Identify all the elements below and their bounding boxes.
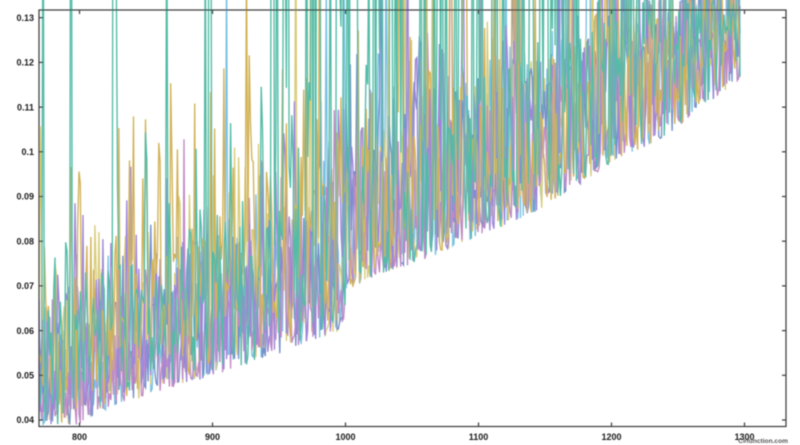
svg-text:1000: 1000 [335, 432, 355, 442]
svg-text:0.11: 0.11 [17, 102, 34, 112]
svg-text:0.05: 0.05 [16, 371, 34, 381]
svg-text:0.07: 0.07 [16, 281, 34, 291]
svg-text:0.06: 0.06 [16, 326, 34, 336]
svg-text:800: 800 [72, 432, 87, 442]
svg-text:900: 900 [205, 432, 220, 442]
svg-text:0.09: 0.09 [16, 192, 34, 202]
svg-text:0.08: 0.08 [16, 236, 34, 246]
svg-text:C#function.com: C#function.com [738, 438, 788, 445]
svg-text:0.1: 0.1 [21, 147, 34, 157]
svg-text:1300: 1300 [734, 432, 754, 442]
svg-text:1100: 1100 [469, 432, 489, 442]
svg-text:0.04: 0.04 [16, 415, 34, 425]
svg-text:1200: 1200 [601, 432, 621, 442]
svg-text:0.12: 0.12 [16, 58, 34, 68]
svg-text:0.13: 0.13 [16, 13, 34, 23]
